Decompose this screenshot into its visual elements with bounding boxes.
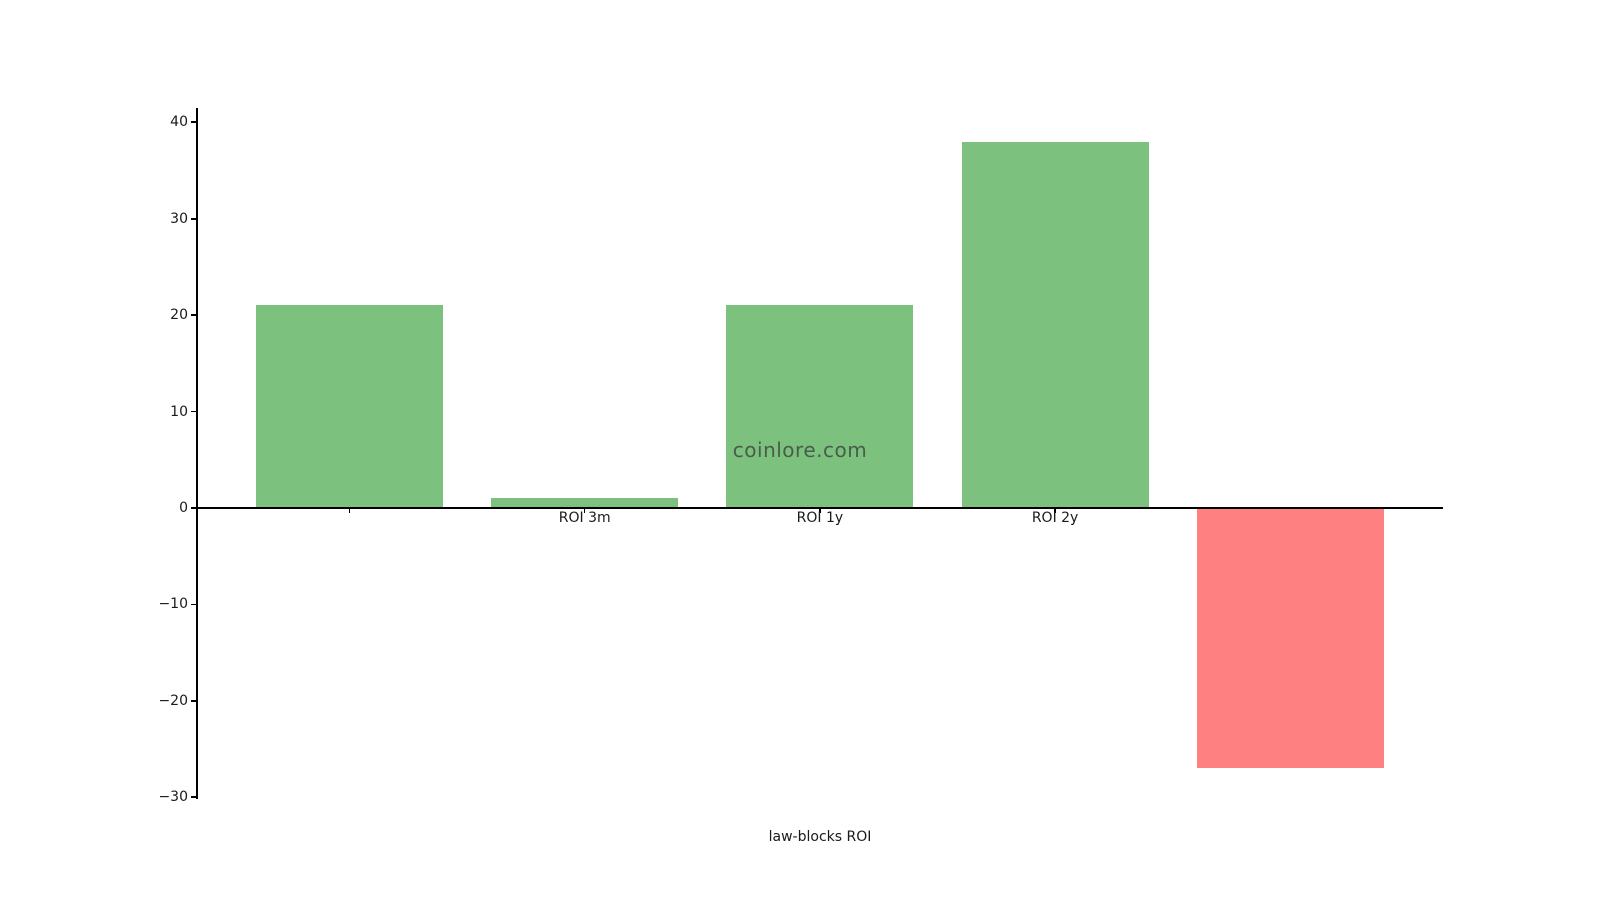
y-tick [191, 410, 196, 413]
y-axis-spine [196, 108, 198, 799]
x-tick [583, 508, 586, 513]
bar-ROI 2y [961, 141, 1149, 508]
x-axis-line [197, 507, 1443, 509]
y-tick-label: 30 [170, 210, 188, 227]
watermark: coinlore.com [732, 438, 868, 462]
bar-unlabeled-4 [1196, 508, 1384, 769]
y-tick [191, 700, 196, 702]
bar-ROI 3m [491, 498, 679, 508]
x-tick-label: ROI 2y [1031, 510, 1079, 526]
x-tick-label: ROI 3m [558, 510, 611, 526]
y-tick [191, 217, 196, 220]
bar-unlabeled-0 [256, 305, 443, 508]
x-tick-label: ROI 1y [796, 510, 844, 526]
y-tick-label: 0 [179, 500, 188, 516]
x-axis-title: law-blocks ROI [768, 829, 872, 845]
y-tick-label: 20 [170, 307, 188, 324]
x-tick [1054, 508, 1056, 513]
y-tick-label: 10 [170, 403, 188, 420]
bar-ROI 1y [726, 305, 914, 508]
y-tick [191, 121, 196, 124]
y-tick-label: 40 [170, 114, 188, 131]
y-tick [191, 507, 196, 509]
y-tick-label: −20 [158, 692, 188, 709]
y-tick-label: −30 [158, 789, 188, 806]
x-tick [348, 508, 351, 513]
y-tick [191, 796, 196, 799]
y-tick [191, 314, 196, 316]
y-tick [191, 603, 196, 606]
x-tick [819, 508, 821, 513]
y-tick-label: −10 [158, 596, 188, 613]
